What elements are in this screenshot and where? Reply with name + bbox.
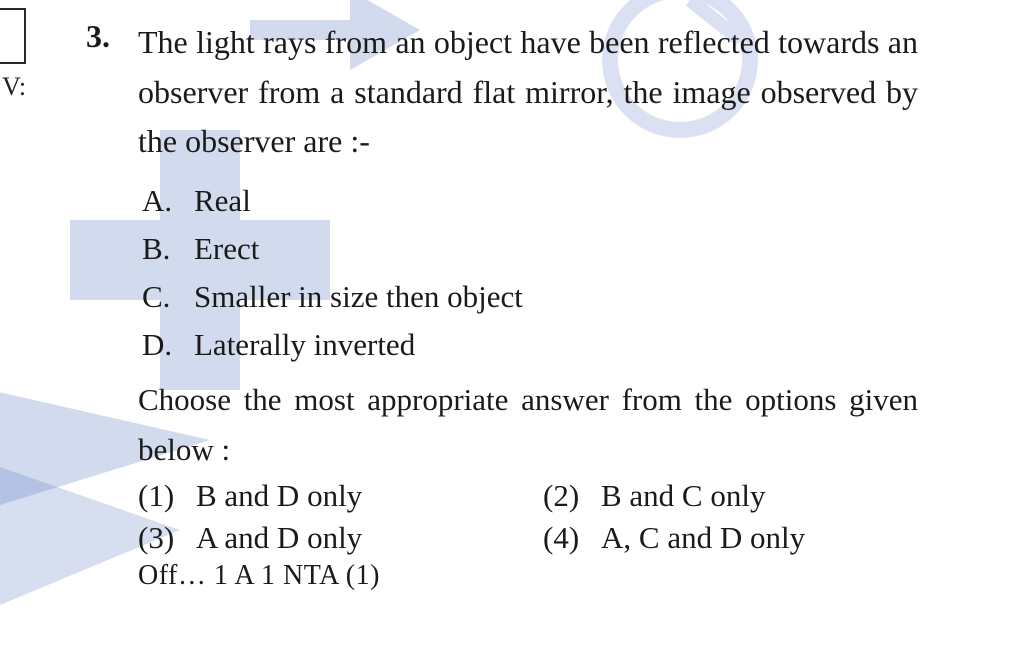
choice-number: (2) — [543, 478, 593, 514]
choice-number: (1) — [138, 478, 188, 514]
question-content: 3. The light rays from an object have be… — [0, 0, 1024, 602]
option-label: A. — [142, 177, 184, 225]
option-label: C. — [142, 273, 184, 321]
option-text: Laterally inverted — [194, 321, 415, 369]
answer-choices: (1) B and D only (2) B and C only (3) A … — [138, 478, 918, 556]
choice-4: (4) A, C and D only — [543, 520, 918, 556]
choice-2: (2) B and C only — [543, 478, 918, 514]
choice-3: (3) A and D only — [138, 520, 513, 556]
option-text: Real — [194, 177, 251, 225]
choice-number: (4) — [543, 520, 593, 556]
choice-text: B and D only — [196, 478, 362, 514]
choose-instruction: Choose the most appropriate answer from … — [138, 375, 918, 474]
option-text: Erect — [194, 225, 259, 273]
truncated-footer: Off… 1 A 1 NTA (1) — [138, 560, 918, 592]
choice-text: B and C only — [601, 478, 765, 514]
option-label: B. — [142, 225, 184, 273]
option-list: A. Real B. Erect C. Smaller in size then… — [138, 177, 918, 369]
question-number: 3. — [70, 18, 110, 55]
choice-1: (1) B and D only — [138, 478, 513, 514]
question-stem: The light rays from an object have been … — [138, 18, 918, 167]
choice-text: A and D only — [196, 520, 362, 556]
option-a: A. Real — [142, 177, 918, 225]
option-c: C. Smaller in size then object — [142, 273, 918, 321]
option-label: D. — [142, 321, 184, 369]
option-d: D. Laterally inverted — [142, 321, 918, 369]
choice-text: A, C and D only — [601, 520, 805, 556]
choice-number: (3) — [138, 520, 188, 556]
option-b: B. Erect — [142, 225, 918, 273]
option-text: Smaller in size then object — [194, 273, 523, 321]
